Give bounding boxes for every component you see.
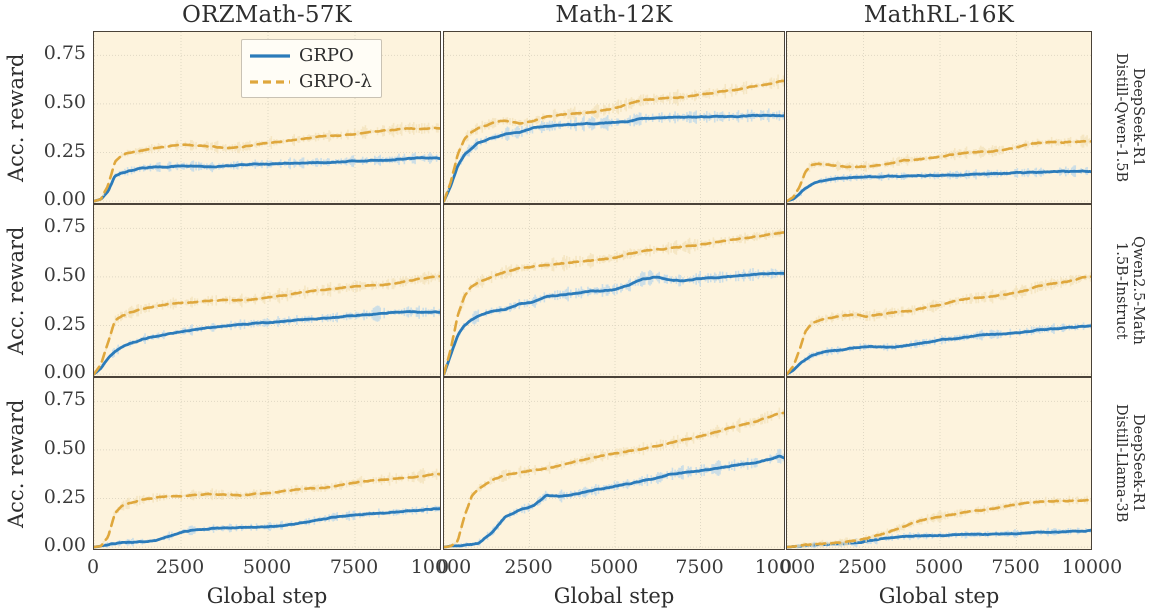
panel-r2-c2	[443, 204, 785, 377]
y-tick-r2-3: 0.75	[43, 215, 86, 238]
x-tick-c3-4: 10000	[1061, 556, 1123, 578]
x-tick-c3-2: 5000	[914, 556, 964, 578]
row-label-1: DeepSeek-R1 Distill-Qwen-1.5B	[1112, 52, 1146, 183]
x-tick-c2-4: 10000	[754, 556, 816, 578]
panel-r3-c1	[93, 377, 441, 550]
y-tick-r3-0: 0.00	[43, 534, 86, 557]
column-title-1: ORZMath-57K	[182, 2, 352, 28]
legend-entry-1[interactable]: GRPO	[249, 45, 372, 66]
legend-label-2: GRPO-λ	[299, 71, 372, 92]
y-tick-r1-2: 0.50	[43, 90, 86, 113]
legend-label-1: GRPO	[299, 45, 354, 66]
y-tick-r2-2: 0.50	[43, 263, 86, 286]
x-tick-c2-0: 0	[436, 556, 450, 578]
x-tick-c2-3: 7500	[675, 556, 724, 578]
row-label-3: DeepSeek-R1 Distill-Llama-3B	[1112, 404, 1146, 523]
row-label-2: Qwen2.5-Math 1.5B-Instruct	[1112, 236, 1146, 345]
y-tick-r1-0: 0.00	[43, 188, 86, 211]
x-tick-c1-2: 5000	[242, 556, 292, 578]
panel-r2-c3	[786, 204, 1092, 377]
panel-r1-c3	[786, 31, 1092, 204]
column-title-3: MathRL-16K	[863, 2, 1015, 28]
x-tick-c3-3: 7500	[991, 556, 1040, 578]
x-axis-label-c3: Global step	[878, 584, 1000, 608]
y-tick-r1-1: 0.25	[43, 139, 86, 162]
y-axis-label-row-2: Acc. reward	[4, 226, 28, 355]
y-axis-label-row-3: Acc. reward	[4, 399, 28, 528]
x-axis-label-c2: Global step	[553, 584, 675, 608]
legend-swatch-dashed-icon	[249, 75, 291, 89]
x-tick-c3-1: 2500	[838, 556, 887, 578]
x-tick-c1-3: 7500	[329, 556, 379, 578]
legend-entry-2[interactable]: GRPO-λ	[249, 71, 372, 92]
x-tick-c1-4: 10000	[410, 556, 472, 578]
y-tick-r3-1: 0.25	[43, 485, 86, 508]
panel-r1-c2	[443, 31, 785, 204]
x-tick-c3-0: 0	[779, 556, 793, 578]
x-tick-c1-0: 0	[86, 556, 100, 578]
x-tick-c2-2: 5000	[589, 556, 639, 578]
y-axis-label-row-1: Acc. reward	[4, 53, 28, 182]
x-axis-label-c1: Global step	[206, 584, 328, 608]
y-tick-r3-2: 0.50	[43, 436, 86, 459]
y-tick-r2-1: 0.25	[43, 312, 86, 335]
y-tick-r2-0: 0.00	[43, 361, 86, 384]
panel-r3-c2	[443, 377, 785, 550]
panel-r3-c3	[786, 377, 1092, 550]
legend-swatch-solid-icon	[249, 49, 291, 63]
x-tick-c1-1: 2500	[155, 556, 205, 578]
y-tick-r1-3: 0.75	[43, 42, 86, 65]
column-title-2: Math-12K	[555, 2, 673, 28]
panel-r2-c1	[93, 204, 441, 377]
legend: GRPO GRPO-λ	[241, 39, 382, 98]
y-tick-r3-3: 0.75	[43, 388, 86, 411]
x-tick-c2-1: 2500	[504, 556, 553, 578]
